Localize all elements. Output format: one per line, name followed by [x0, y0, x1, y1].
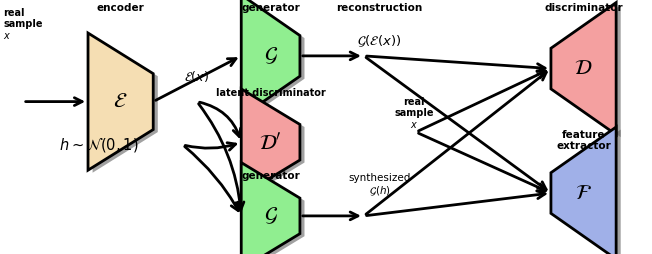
Text: $\mathcal{D}'$: $\mathcal{D}'$ — [259, 131, 282, 153]
Polygon shape — [551, 127, 616, 254]
Text: synthesized
$\mathcal{G}(h)$: synthesized $\mathcal{G}(h)$ — [348, 173, 411, 198]
Polygon shape — [88, 33, 153, 170]
Text: feature
extractor: feature extractor — [556, 130, 611, 151]
Polygon shape — [93, 36, 158, 173]
Polygon shape — [241, 0, 300, 117]
Text: generator: generator — [241, 3, 300, 12]
Text: $\mathcal{F}$: $\mathcal{F}$ — [575, 184, 592, 202]
Polygon shape — [246, 165, 304, 254]
Text: generator: generator — [241, 171, 300, 181]
Text: $\mathcal{E}(x)$: $\mathcal{E}(x)$ — [185, 69, 209, 84]
Text: discriminator: discriminator — [544, 3, 623, 12]
Text: reconstruction: reconstruction — [336, 3, 422, 12]
Polygon shape — [241, 163, 300, 254]
Polygon shape — [246, 91, 304, 198]
Polygon shape — [556, 130, 621, 254]
Text: $\mathcal{G}(\mathcal{E}(x))$: $\mathcal{G}(\mathcal{E}(x))$ — [357, 33, 402, 49]
Text: latent discriminator: latent discriminator — [216, 88, 325, 98]
Polygon shape — [246, 0, 304, 119]
Text: $\mathcal{G}$: $\mathcal{G}$ — [263, 206, 278, 226]
Text: $\mathcal{D}$: $\mathcal{D}$ — [574, 59, 593, 78]
Text: real
sample
$x$: real sample $x$ — [3, 8, 43, 41]
Polygon shape — [551, 3, 616, 135]
Text: real
sample
$x$: real sample $x$ — [394, 97, 434, 130]
Polygon shape — [556, 5, 621, 137]
Text: encoder: encoder — [96, 3, 145, 12]
Text: $h \sim \mathcal{N}(0,1)$: $h \sim \mathcal{N}(0,1)$ — [59, 136, 138, 154]
Text: $\mathcal{E}$: $\mathcal{E}$ — [113, 92, 128, 111]
Polygon shape — [241, 89, 300, 196]
Text: $\mathcal{G}$: $\mathcal{G}$ — [263, 46, 278, 66]
